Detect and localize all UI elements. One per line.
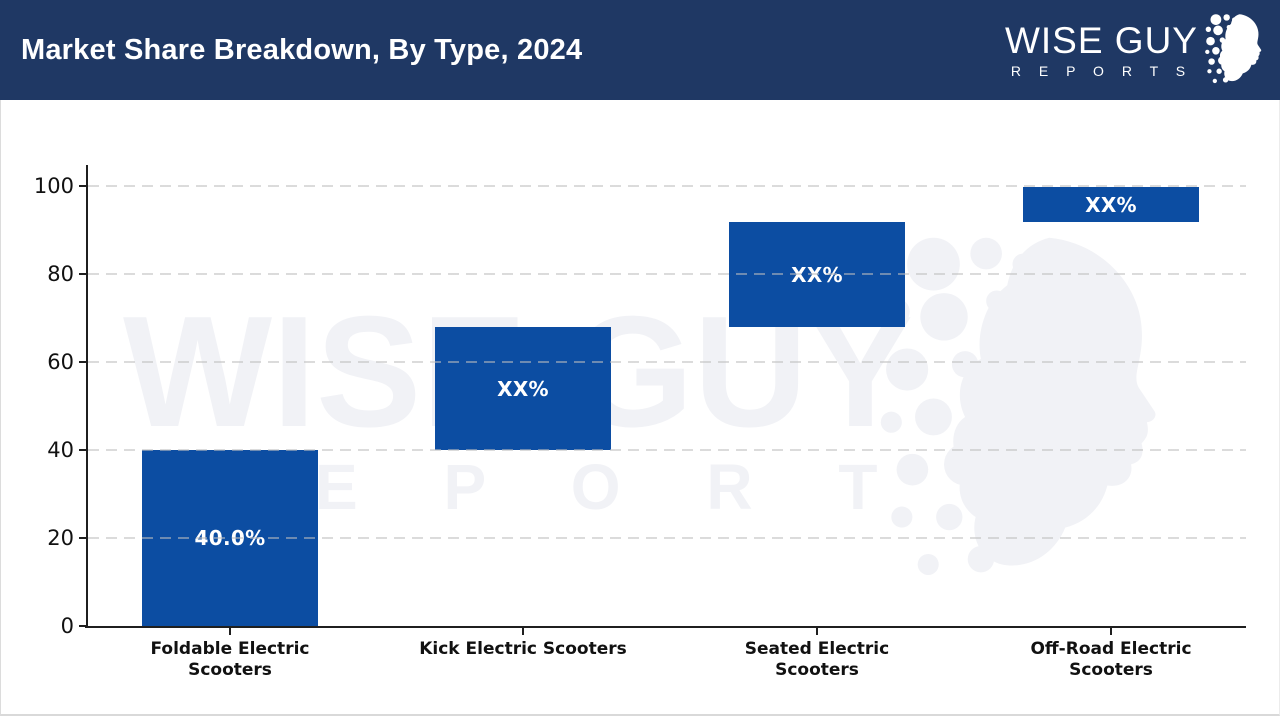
- x-tick-3: [816, 628, 818, 635]
- y-axis-label: 20: [47, 526, 74, 550]
- watermark-face-icon: [880, 237, 1156, 576]
- x-axis-category-label: Off-Road Electric Scooters: [1030, 639, 1192, 680]
- wise-guy-reports-logo: WISE GUY R E P O R T S: [1005, 4, 1268, 96]
- x-axis-line: [85, 626, 1246, 628]
- y-tick-100: [79, 185, 87, 187]
- y-axis-label: 60: [47, 350, 74, 374]
- header-bar: Market Share Breakdown, By Type, 2024 WI…: [0, 0, 1280, 100]
- y-axis-label: 100: [33, 174, 74, 198]
- page-title: Market Share Breakdown, By Type, 2024: [21, 33, 583, 66]
- x-axis-category-label: Foldable Electric Scooters: [150, 639, 310, 680]
- bar-kick-electric-scooters: XX%: [435, 327, 611, 450]
- bar-value-label: XX%: [1085, 192, 1137, 217]
- y-tick-20: [79, 537, 87, 539]
- y-tick-80: [79, 273, 87, 275]
- gridline-60: [88, 361, 1246, 363]
- x-tick-1: [229, 628, 231, 635]
- gridline-80: [88, 273, 1246, 275]
- gridline-40: [88, 449, 1246, 451]
- gridline-100: [88, 185, 1246, 187]
- y-axis-label: 80: [47, 262, 74, 286]
- y-axis-label: 40: [47, 438, 74, 462]
- bar-value-label: XX%: [497, 376, 549, 401]
- logo-wordmark: WISE GUY: [1004, 19, 1198, 61]
- x-tick-4: [1110, 628, 1112, 635]
- x-axis-category-label: Kick Electric Scooters: [419, 639, 627, 659]
- y-axis-line: [86, 165, 88, 628]
- watermark-subtitle: R E P O R T S: [183, 451, 1040, 523]
- y-axis-label: 0: [60, 614, 74, 638]
- y-tick-40: [79, 449, 87, 451]
- y-tick-60: [79, 361, 87, 363]
- logo-text: WISE GUY R E P O R T S: [1004, 19, 1198, 79]
- logo-subtitle: R E P O R T S: [1010, 62, 1193, 79]
- x-axis-category-label: Seated Electric Scooters: [744, 639, 890, 680]
- bar-off-road-electric-scooters: XX%: [1023, 187, 1199, 222]
- logo-face-icon: [1205, 14, 1262, 84]
- x-tick-2: [522, 628, 524, 635]
- y-tick-0: [79, 625, 87, 627]
- gridline-20: [88, 537, 1246, 539]
